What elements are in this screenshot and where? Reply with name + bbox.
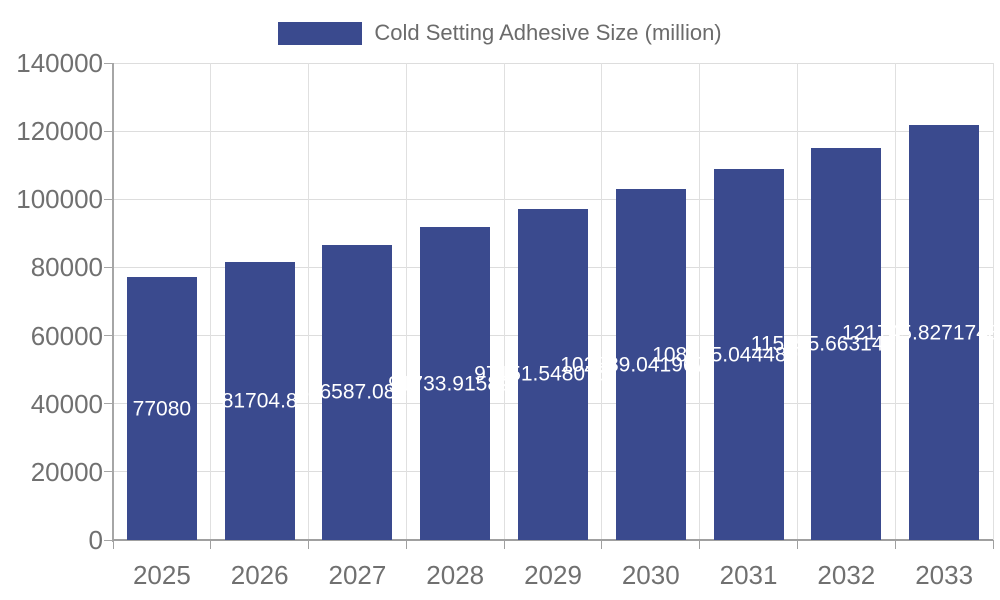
v-gridline (601, 63, 603, 540)
y-axis-tick-label: 80000 (30, 252, 103, 283)
y-axis-tick (104, 62, 113, 64)
y-axis-tick-label: 0 (88, 525, 103, 555)
x-axis-tick (112, 540, 114, 549)
y-axis-tick-label: 40000 (30, 388, 103, 419)
x-axis-tick (796, 540, 798, 549)
x-axis-tick-label: 2028 (426, 560, 485, 590)
v-gridline (210, 63, 212, 540)
v-gridline (894, 63, 896, 540)
bar[interactable] (126, 277, 197, 540)
legend[interactable]: Cold Setting Adhesive Size (million) (0, 20, 1000, 46)
bar[interactable] (420, 227, 491, 540)
bar[interactable] (322, 244, 393, 540)
x-axis-tick (503, 540, 505, 549)
y-axis-tick-label: 100000 (16, 184, 103, 215)
y-axis-tick-label: 60000 (30, 320, 103, 351)
legend-label: Cold Setting Adhesive Size (million) (374, 20, 722, 45)
x-axis-tick-label: 2030 (621, 560, 680, 590)
y-axis-tick-label: 140000 (16, 48, 103, 78)
x-axis-tick (992, 540, 994, 549)
y-axis-tick-label: 120000 (16, 116, 103, 147)
v-gridline (992, 63, 994, 540)
v-gridline (796, 63, 798, 540)
y-axis-tick (104, 198, 113, 200)
x-axis-tick (210, 540, 212, 549)
v-gridline (308, 63, 310, 540)
v-gridline (405, 63, 407, 540)
bar[interactable] (909, 125, 980, 540)
y-axis-line (112, 63, 114, 542)
legend-swatch (278, 21, 363, 45)
bar[interactable] (811, 147, 882, 540)
x-axis-tick-label: 2033 (915, 560, 974, 590)
x-axis-tick (699, 540, 701, 549)
y-axis-tick (104, 335, 113, 337)
x-axis-tick (894, 540, 896, 549)
y-axis-tick (104, 471, 113, 473)
x-axis-tick-label: 2026 (230, 560, 289, 590)
y-axis-tick (104, 130, 113, 132)
y-axis-tick-label: 20000 (30, 456, 103, 487)
bar[interactable] (615, 189, 686, 540)
bar[interactable] (518, 208, 588, 540)
x-axis-tick-label: 2029 (524, 560, 582, 590)
bar[interactable] (224, 261, 295, 540)
x-axis-tick-label: 2027 (328, 560, 387, 590)
v-gridline (699, 63, 701, 540)
v-gridline (503, 63, 505, 540)
h-gridline (113, 130, 993, 132)
h-gridline (113, 198, 993, 200)
x-axis-tick-label: 2031 (719, 560, 778, 590)
x-axis-tick (308, 540, 310, 549)
x-axis-tick (405, 540, 407, 549)
x-axis-tick-label: 2025 (132, 560, 191, 590)
y-axis-tick (104, 539, 113, 541)
y-axis-tick (104, 403, 113, 405)
h-gridline (113, 62, 993, 64)
bar[interactable] (713, 169, 784, 540)
x-axis-tick (601, 540, 603, 549)
x-axis-tick-label: 2032 (817, 560, 876, 590)
x-axis-line (113, 539, 993, 541)
y-axis-tick (104, 266, 113, 268)
